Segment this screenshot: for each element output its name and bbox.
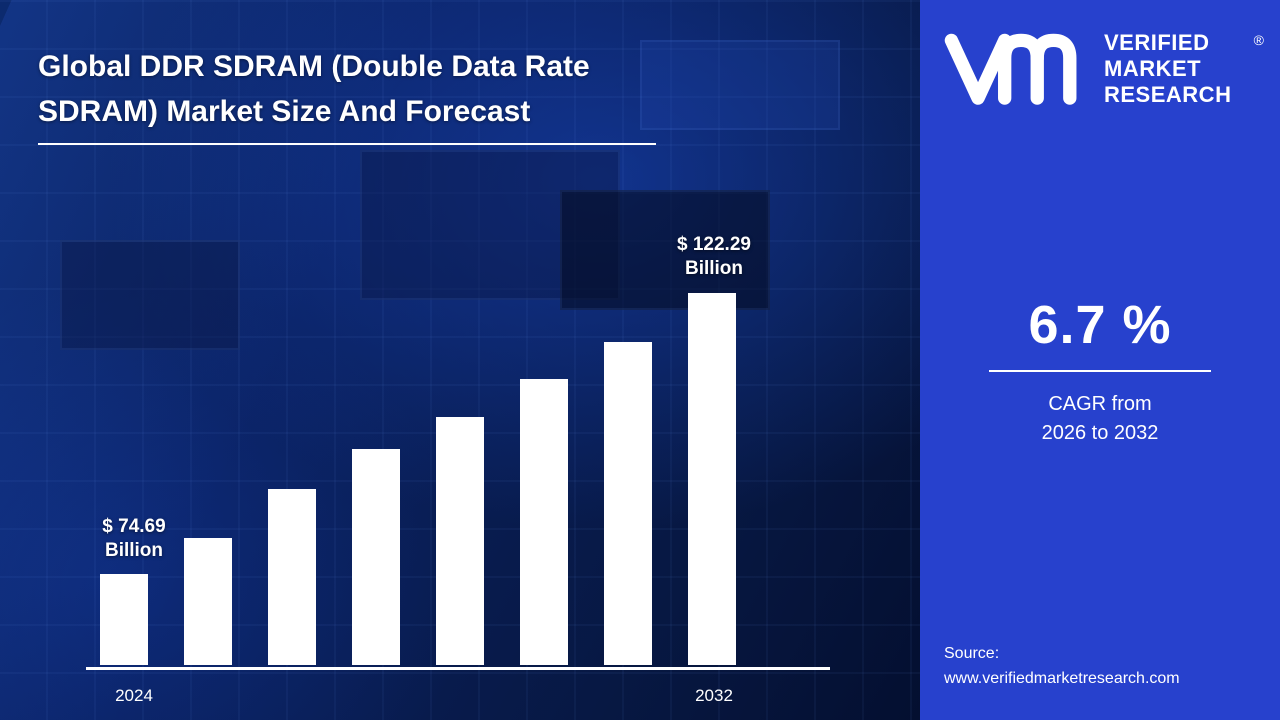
first-bar-unit: Billion	[104, 540, 164, 562]
chart-bar-col2	[184, 537, 232, 665]
bar-series	[100, 293, 740, 665]
chart-hero-section: Global DDR SDRAM (Double Data Rate SDRAM…	[0, 0, 920, 720]
chart-bar-2032	[688, 293, 736, 665]
cagr-caption: CAGR from 2026 to 2032	[944, 390, 1256, 448]
info-panel: VERIFIED MARKET RESEARCH ® 6.7 % CAGR fr…	[920, 0, 1280, 720]
chart-bar-col6	[520, 379, 568, 665]
cagr-block: 6.7 % CAGR from 2026 to 2032	[944, 294, 1256, 448]
brand-name-line2: MARKET	[1104, 55, 1202, 81]
brand-name: VERIFIED MARKET RESEARCH	[1104, 30, 1231, 108]
source-label: Source:	[944, 645, 1000, 663]
last-bar-value-label: $ 122.29 Billion	[648, 233, 780, 282]
page-title-line2: SDRAM) Market Size And Forecast	[38, 95, 531, 128]
chart-bar-col4	[352, 448, 400, 665]
x-tick-2032: 2032	[695, 686, 733, 705]
page-title: Global DDR SDRAM (Double Data Rate SDRAM…	[38, 44, 590, 134]
source-block: Source: www.verifiedmarketresearch.com	[944, 642, 1256, 692]
circuit-decor-chip	[640, 40, 840, 130]
cagr-value: 6.7 %	[1028, 294, 1172, 355]
circuit-decor-chip	[60, 240, 240, 350]
cagr-underline	[989, 369, 1211, 372]
cagr-caption-line1: CAGR from	[1048, 392, 1152, 415]
circuit-decor-chip	[560, 190, 770, 310]
cagr-caption-line2: 2026 to 2032	[1041, 421, 1159, 444]
brand-block: VERIFIED MARKET RESEARCH	[944, 30, 1256, 108]
chart-bar-2024	[100, 573, 148, 665]
chart-bar-col5	[436, 416, 484, 665]
registered-trademark-icon: ®	[1253, 32, 1264, 48]
x-tick-2024: 2024	[115, 686, 153, 705]
first-bar-value: $ 74.69	[102, 515, 166, 537]
page-title-line1: Global DDR SDRAM (Double Data Rate	[38, 50, 590, 83]
title-underline	[38, 143, 656, 145]
brand-name-line1: VERIFIED	[1104, 30, 1210, 55]
chart-bar-col7	[604, 342, 652, 665]
chart-bar-col3	[268, 488, 316, 665]
x-axis-line	[86, 667, 830, 670]
first-bar-value-label: $ 74.69 Billion	[86, 515, 182, 564]
source-url: www.verifiedmarketresearch.com	[944, 670, 1180, 688]
last-bar-unit: Billion	[684, 258, 744, 280]
brand-name-line3: RESEARCH	[1104, 81, 1232, 107]
last-bar-value: $ 122.29	[677, 233, 751, 255]
vmr-logo-icon	[944, 34, 1077, 106]
